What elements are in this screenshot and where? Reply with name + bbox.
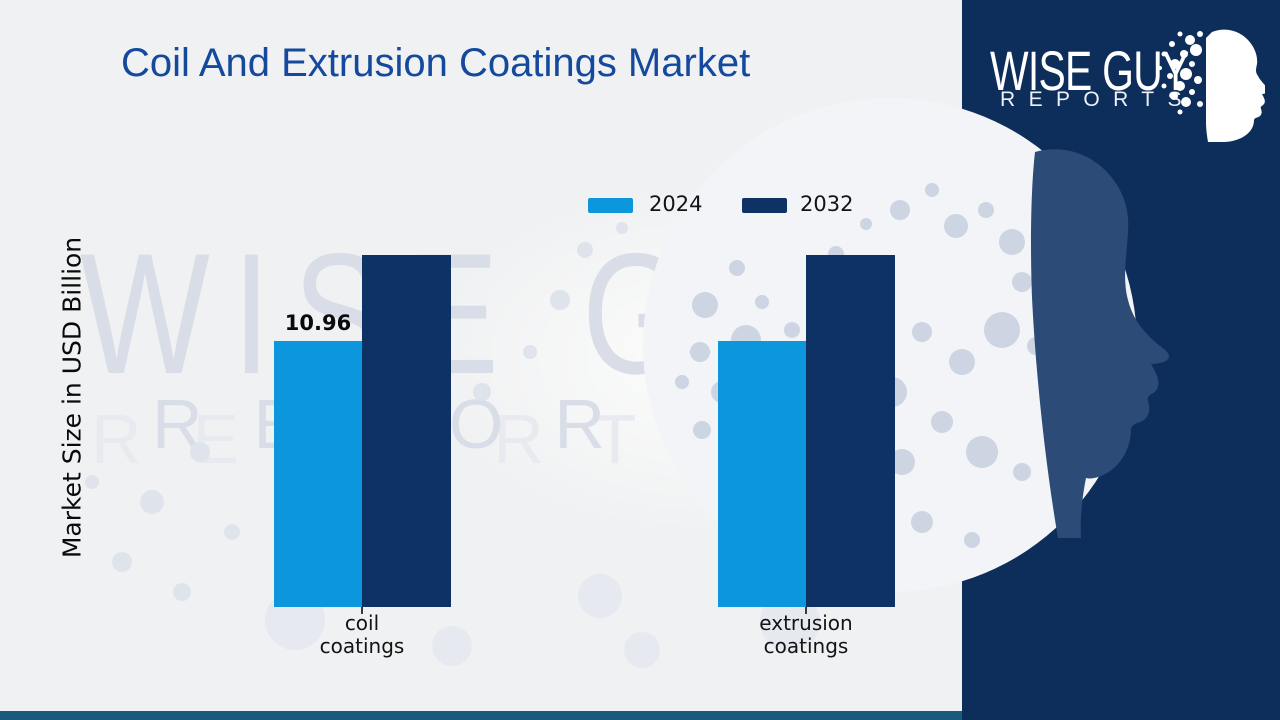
- x-axis-tick-coil: [361, 607, 363, 614]
- x-axis-tick-extrusion: [805, 607, 807, 614]
- logo-head-icon: [1158, 29, 1265, 142]
- y-axis-label: Market Size in USD Billion: [57, 236, 87, 559]
- logo-subtitle: REPORTS: [1000, 88, 1195, 111]
- bar-value-label: 10.96: [284, 311, 352, 335]
- legend-label-2032: 2032: [800, 192, 854, 216]
- bar-2024-extrusion-coatings: [718, 341, 806, 607]
- legend-label-2024: 2024: [649, 192, 703, 216]
- legend-swatch-2032: [742, 198, 787, 213]
- face-profile-silhouette: [1031, 149, 1170, 538]
- bar-2024-coil-coatings: [274, 341, 362, 607]
- bar-2032-coil-coatings: [362, 255, 451, 607]
- chart-title: Coil And Extrusion Coatings Market: [121, 41, 751, 85]
- bar-2032-extrusion-coatings: [806, 255, 895, 607]
- category-label-coil-coatings: coil coatings: [319, 611, 405, 658]
- logo-wordmark: WISE GUY: [990, 39, 1189, 102]
- footer-accent-bar: [0, 711, 962, 720]
- category-label-extrusion-coatings: extrusion coatings: [759, 611, 853, 658]
- legend-swatch-2024: [588, 198, 633, 213]
